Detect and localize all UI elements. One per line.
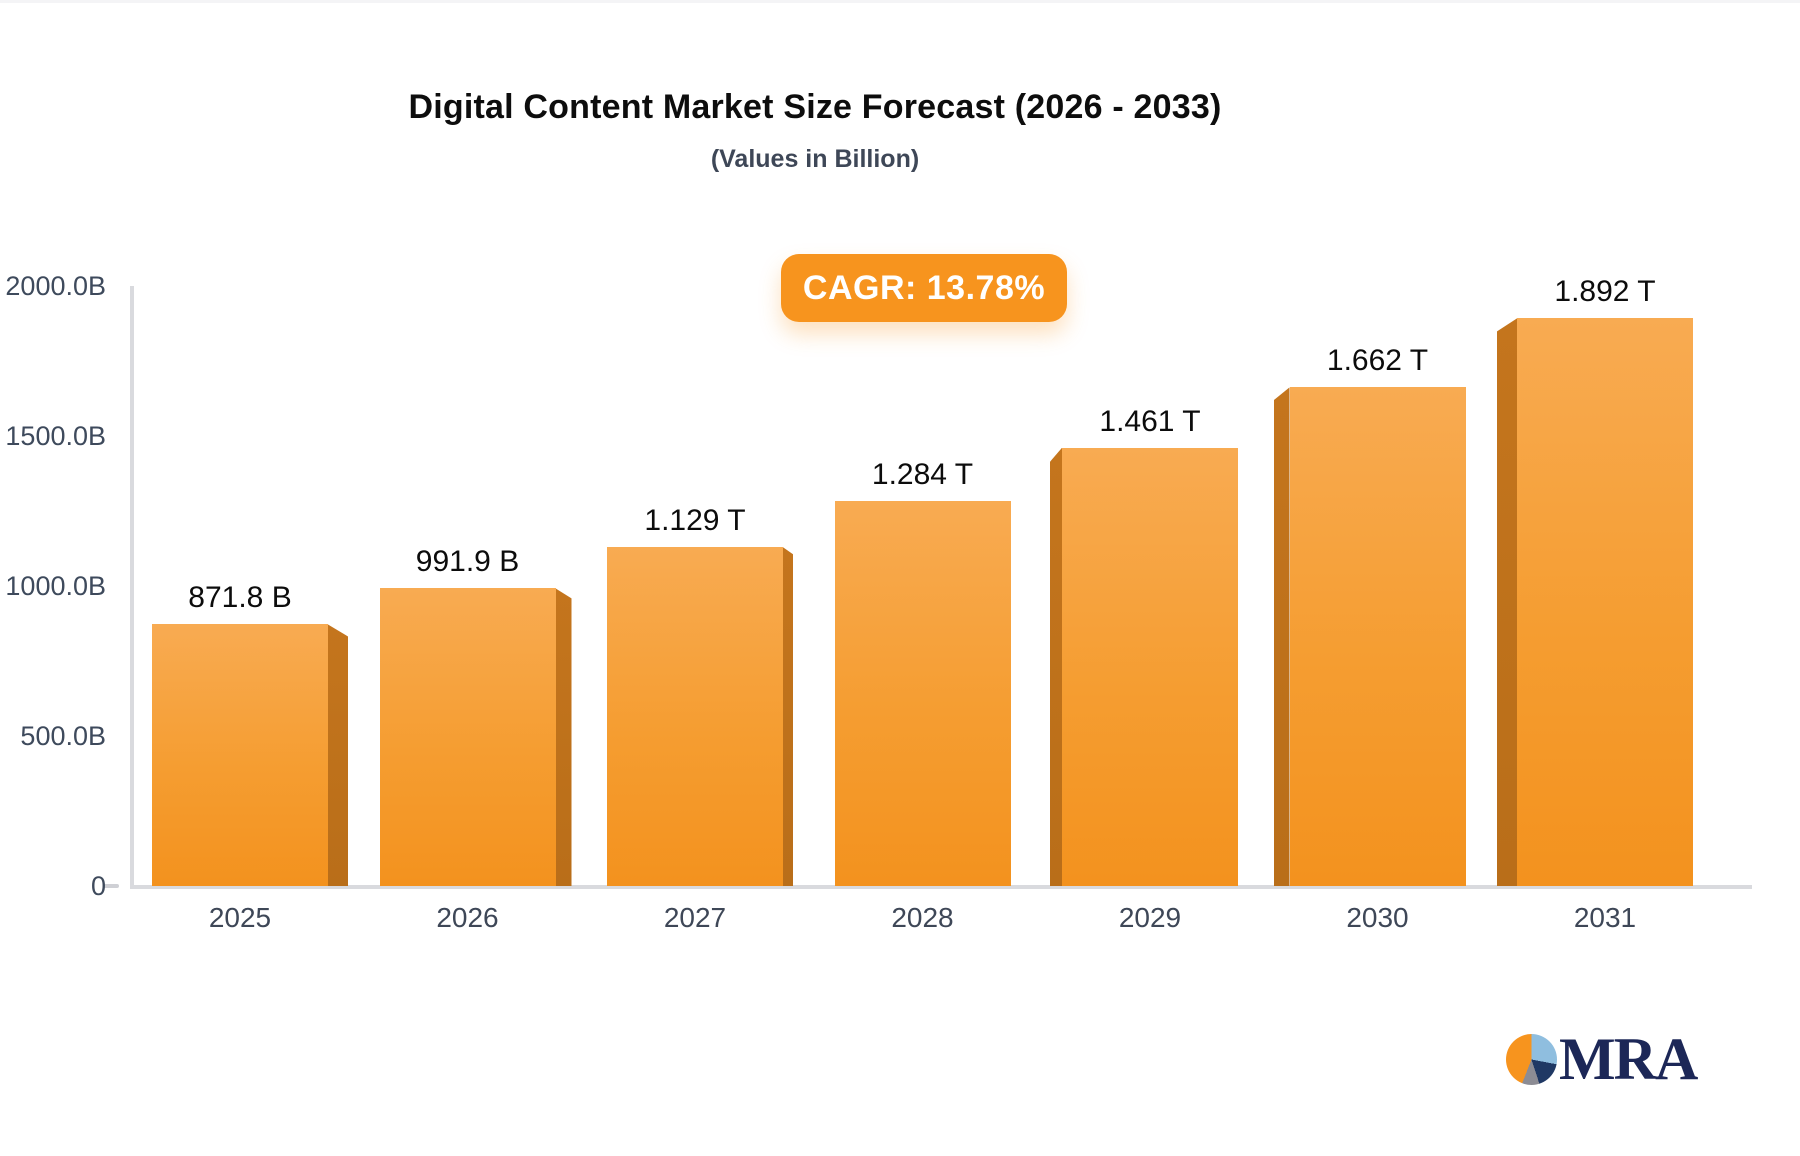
mra-logo: MRA (1506, 1026, 1698, 1092)
y-axis-line (130, 286, 134, 887)
bar-value-label: 1.129 T (644, 504, 746, 538)
cagr-badge-label: CAGR: 13.78% (802, 268, 1046, 307)
bar-2025 (152, 624, 328, 886)
bar-side-panel (1273, 387, 1290, 886)
bar-value-label: 871.8 B (188, 581, 292, 615)
chart-subtitle: (Values in Billion) (710, 145, 920, 173)
y-axis-tick-label: 2000.0B (5, 271, 106, 301)
bar-value-label: 991.9 B (415, 545, 520, 579)
x-axis-line (130, 885, 1752, 889)
y-axis-tick-label: 1000.0B (5, 571, 106, 601)
zero-tick-mark (103, 884, 119, 888)
bar-side-panel (328, 624, 348, 886)
chart-header: Digital Content Market Size Forecast (20… (0, 88, 1630, 174)
bar-side-panel (1050, 447, 1062, 886)
bar-value-label: 1.284 T (871, 457, 974, 491)
bar-value-label: 1.892 T (1554, 275, 1656, 309)
y-axis-tick-label: 1500.0B (5, 421, 106, 451)
x-axis-tick-label: 2031 (1573, 902, 1637, 933)
bar-value-label: 1.662 T (1326, 344, 1429, 378)
cagr-badge: CAGR: 13.78% (781, 254, 1067, 322)
pie-chart-logo-icon (1506, 1034, 1557, 1085)
x-axis-tick-label: 2028 (891, 902, 954, 933)
bar-2029 (1062, 447, 1238, 886)
bar-side-panel (1497, 318, 1517, 886)
x-axis-tick-label: 2027 (663, 902, 727, 933)
x-axis-tick-label: 2026 (436, 902, 499, 933)
chart-title: Digital Content Market Size Forecast (20… (408, 88, 1222, 126)
logo-text: MRA (1559, 1026, 1698, 1092)
bar-2026 (379, 588, 556, 886)
y-axis-tick-label: 500.0B (20, 721, 106, 751)
x-axis-tick-label: 2029 (1118, 902, 1182, 933)
x-axis-tick-label: 2025 (208, 902, 272, 933)
x-axis-tick-label: 2030 (1346, 902, 1409, 933)
bar-value-label: 1.461 T (1099, 404, 1201, 438)
bar-side-panel (783, 547, 793, 886)
bar-2030 (1289, 387, 1466, 886)
bar-side-panel (555, 588, 572, 886)
y-axis-tick-label: 0 (90, 871, 106, 901)
top-border-strip (0, 0, 1800, 3)
bar-2027 (607, 547, 783, 886)
bar-2028 (834, 500, 1011, 886)
bar-2031 (1517, 318, 1693, 886)
